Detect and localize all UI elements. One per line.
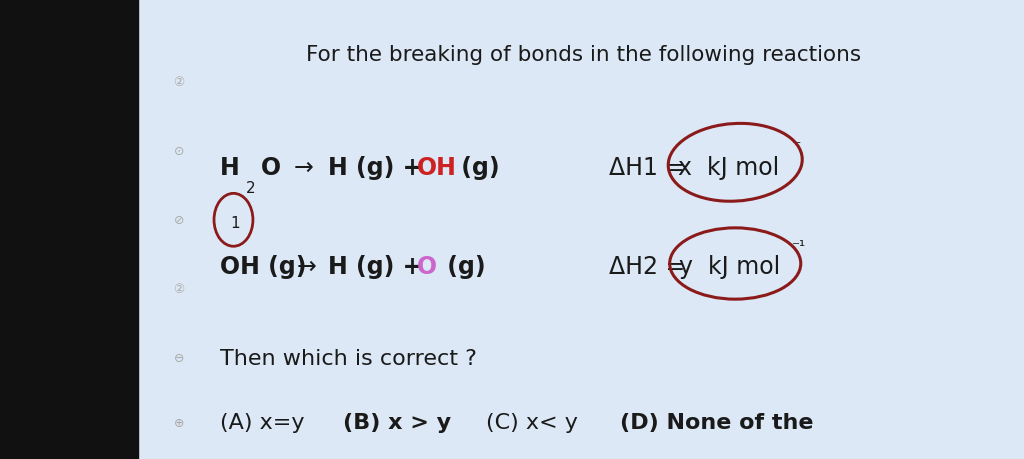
Text: OH: OH — [417, 156, 457, 179]
Text: (B) x > y: (B) x > y — [343, 412, 452, 432]
Text: (g): (g) — [439, 254, 486, 278]
Text: ⊘: ⊘ — [174, 214, 184, 227]
Text: H (g) +: H (g) + — [328, 254, 430, 278]
Text: ⁻¹: ⁻¹ — [792, 238, 806, 253]
Text: y  kJ mol: y kJ mol — [679, 254, 780, 278]
Text: ΔH2 =: ΔH2 = — [609, 254, 685, 278]
Text: ⁻: ⁻ — [792, 138, 801, 156]
Bar — [0, 0, 138, 459]
Text: ΔH1 =: ΔH1 = — [609, 156, 685, 179]
Text: ②: ② — [174, 76, 184, 89]
Text: H (g) +: H (g) + — [328, 156, 430, 179]
Text: OH (g): OH (g) — [220, 254, 306, 278]
Text: →: → — [297, 254, 316, 278]
Text: Then which is correct ?: Then which is correct ? — [220, 348, 477, 368]
Text: →: → — [294, 156, 313, 179]
Text: 2: 2 — [246, 181, 255, 196]
Text: H: H — [220, 156, 240, 179]
Text: (C) x< y: (C) x< y — [486, 412, 579, 432]
Text: ②: ② — [174, 283, 184, 296]
Text: (A) x=y: (A) x=y — [220, 412, 305, 432]
Text: 1: 1 — [230, 215, 240, 230]
Text: For the breaking of bonds in the following reactions: For the breaking of bonds in the followi… — [306, 45, 861, 65]
Text: ⊕: ⊕ — [174, 416, 184, 429]
Text: ⊙: ⊙ — [174, 145, 184, 158]
Text: (g): (g) — [453, 156, 500, 179]
Text: ⊖: ⊖ — [174, 352, 184, 364]
Text: O: O — [261, 156, 282, 179]
Text: x  kJ mol: x kJ mol — [678, 156, 779, 179]
Text: (D) None of the: (D) None of the — [620, 412, 813, 432]
Text: O: O — [417, 254, 437, 278]
